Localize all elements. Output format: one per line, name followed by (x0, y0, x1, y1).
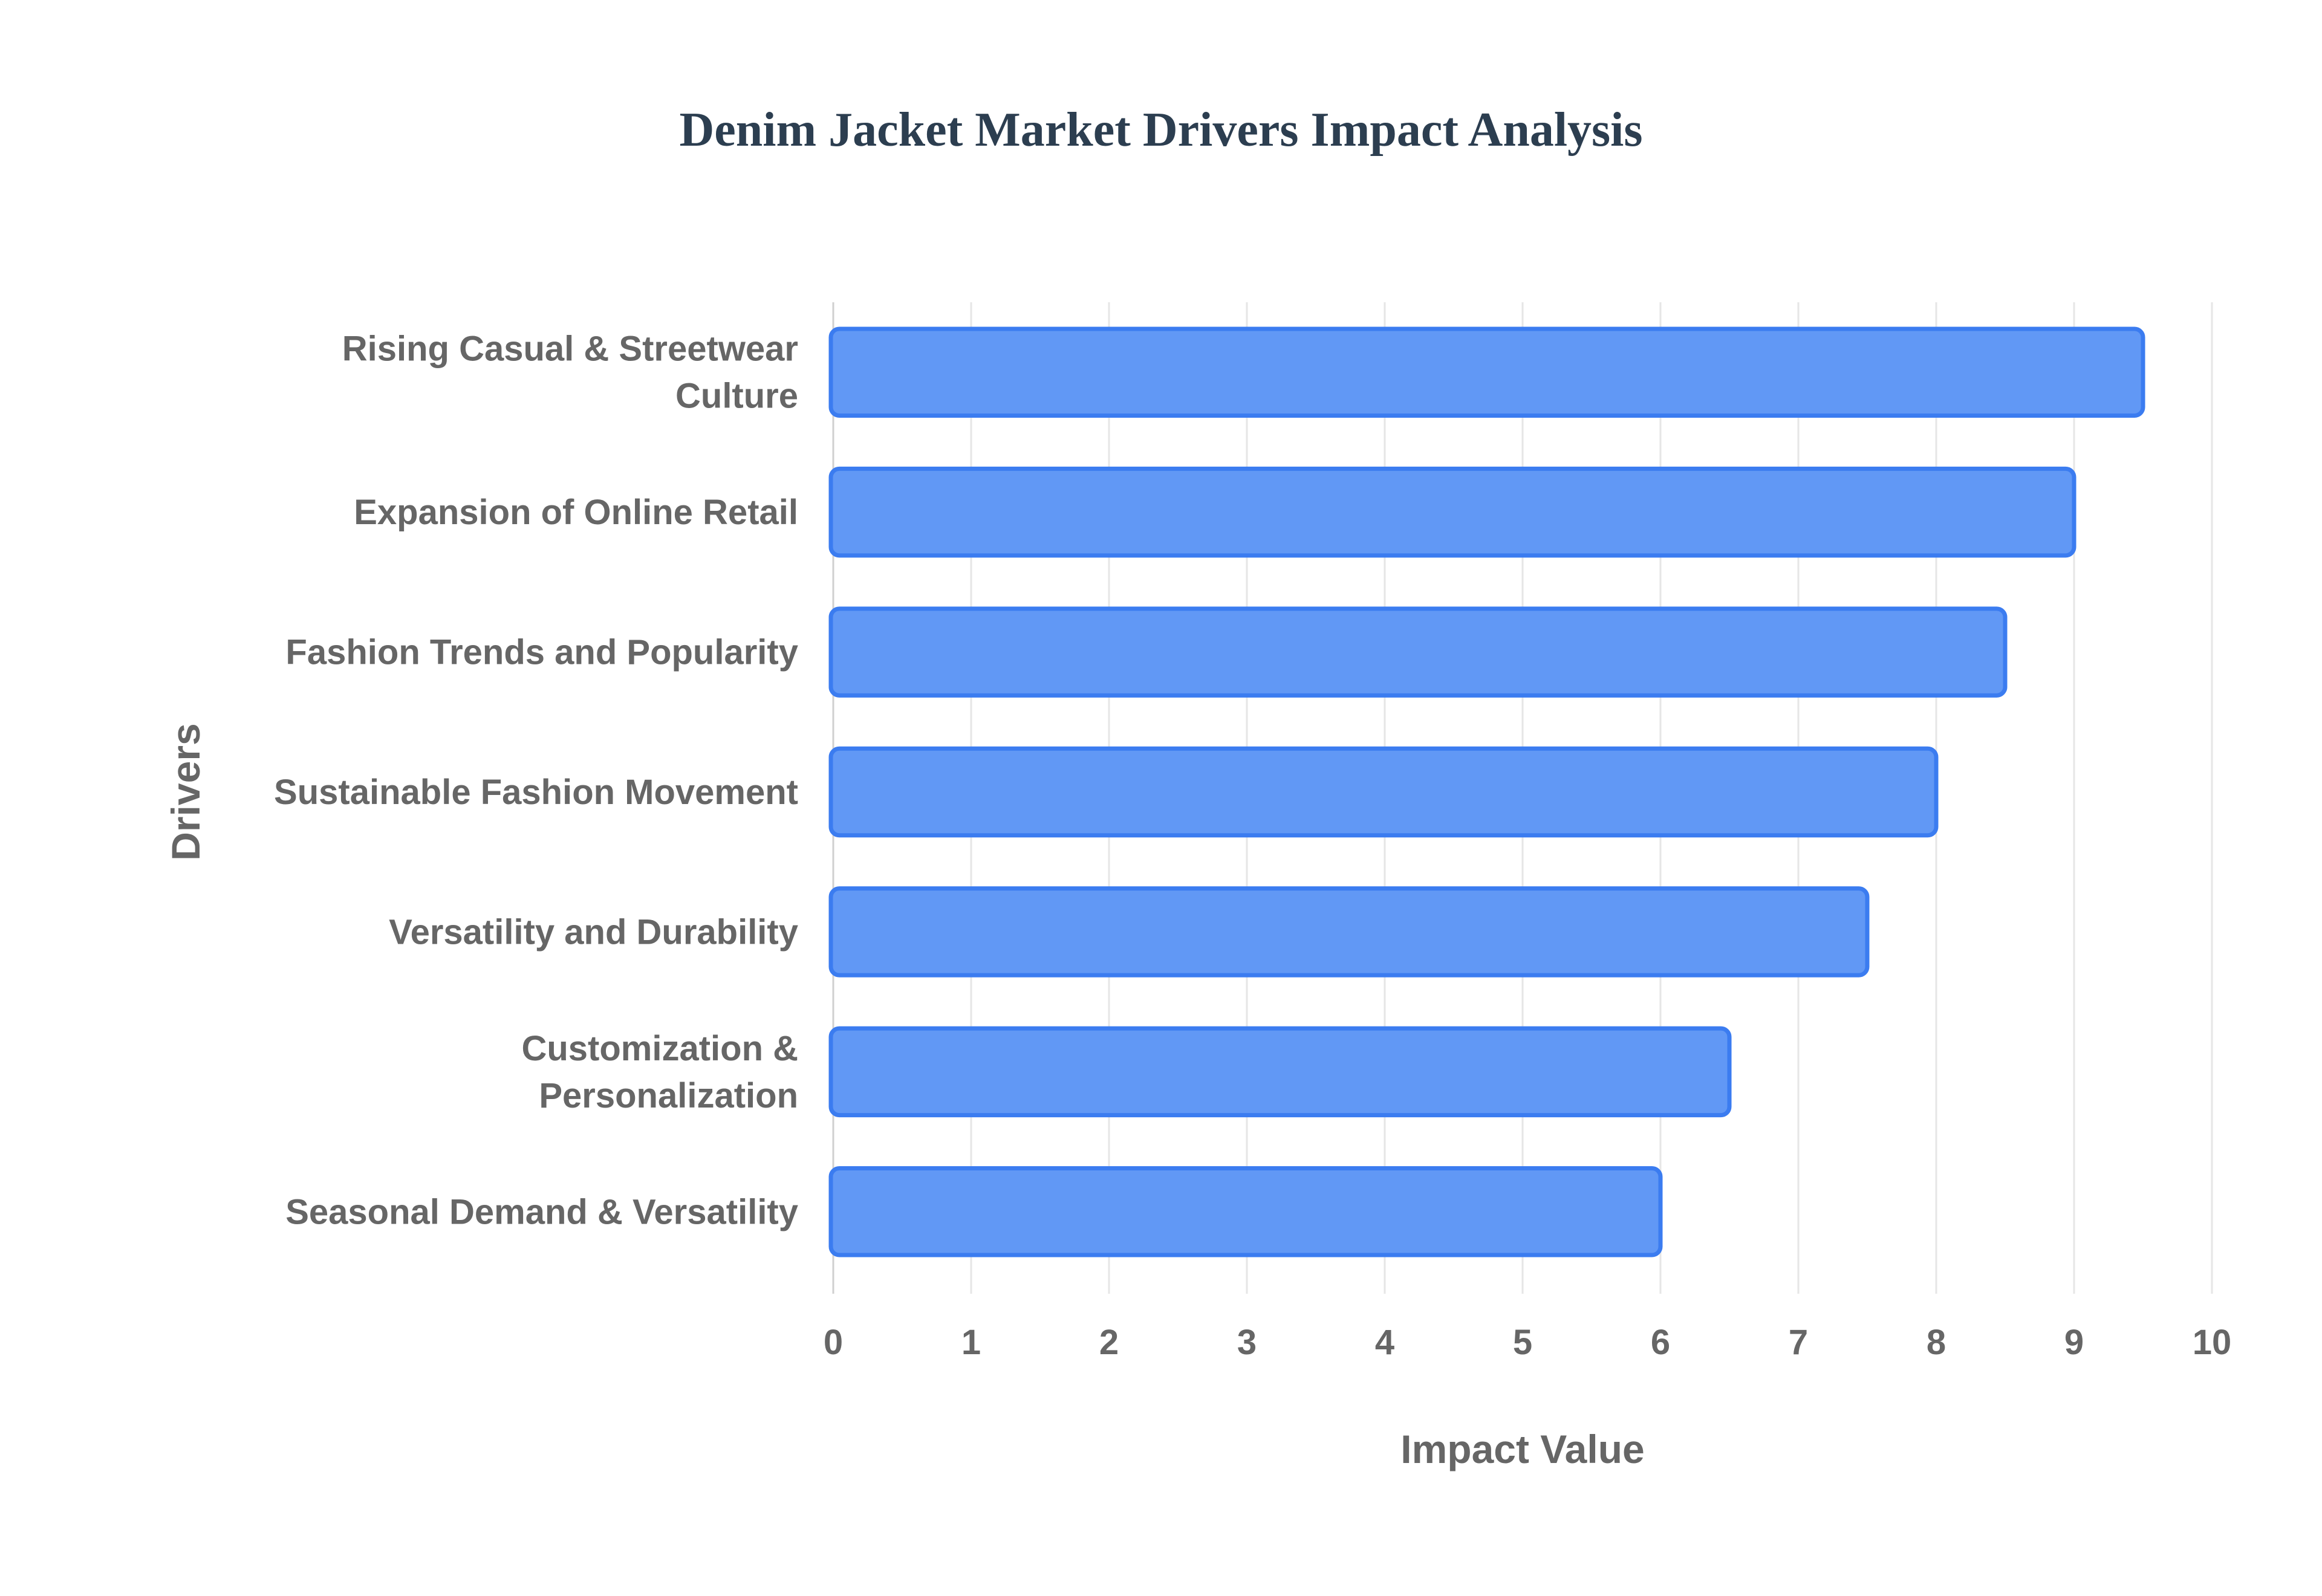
x-tick-label: 10 (2193, 1323, 2232, 1362)
bar (828, 886, 1870, 978)
category-label: Versatility and Durability (389, 912, 798, 952)
x-tick-label: 7 (1789, 1323, 1808, 1362)
category-label: Culture (675, 377, 798, 416)
bar (828, 326, 2145, 418)
x-tick-label: 6 (1651, 1323, 1670, 1362)
bar-layer (828, 326, 2145, 1257)
x-tick-label: 1 (961, 1323, 981, 1362)
x-tick-label: 4 (1375, 1323, 1394, 1362)
x-tick-label: 9 (2064, 1323, 2084, 1362)
category-label: Expansion of Online Retail (354, 493, 798, 532)
category-label: Sustainable Fashion Movement (274, 773, 798, 812)
bar (828, 606, 2008, 698)
label-layer: 0 1 2 3 4 5 6 7 8 9 10 Rising Casual & Streetwear Cu… (274, 329, 2231, 1362)
bar (828, 466, 2076, 558)
x-tick-label: 2 (1099, 1323, 1119, 1362)
bar (828, 1166, 1663, 1257)
bar (828, 1026, 1732, 1118)
x-tick-label: 0 (824, 1323, 843, 1362)
category-label: Customization & (521, 1029, 798, 1068)
y-axis-title: Drivers (163, 723, 208, 861)
category-label: Personalization (539, 1076, 798, 1115)
category-label: Rising Casual & Streetwear (342, 329, 798, 369)
category-label: Fashion Trends and Popularity (285, 633, 798, 672)
bar (828, 746, 1939, 838)
x-tick-label: 5 (1513, 1323, 1532, 1362)
x-tick-label: 3 (1237, 1323, 1257, 1362)
chart-title: Denim Jacket Market Drivers Impact Analy… (679, 103, 1643, 157)
x-tick-label: 8 (1927, 1323, 1946, 1362)
x-axis-title: Impact Value (1400, 1427, 1645, 1471)
category-label: Seasonal Demand & Versatility (285, 1192, 798, 1231)
